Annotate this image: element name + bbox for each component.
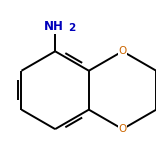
- Text: NH: NH: [44, 20, 64, 32]
- Text: O: O: [118, 46, 127, 56]
- Text: 2: 2: [68, 23, 75, 33]
- Text: O: O: [118, 124, 127, 134]
